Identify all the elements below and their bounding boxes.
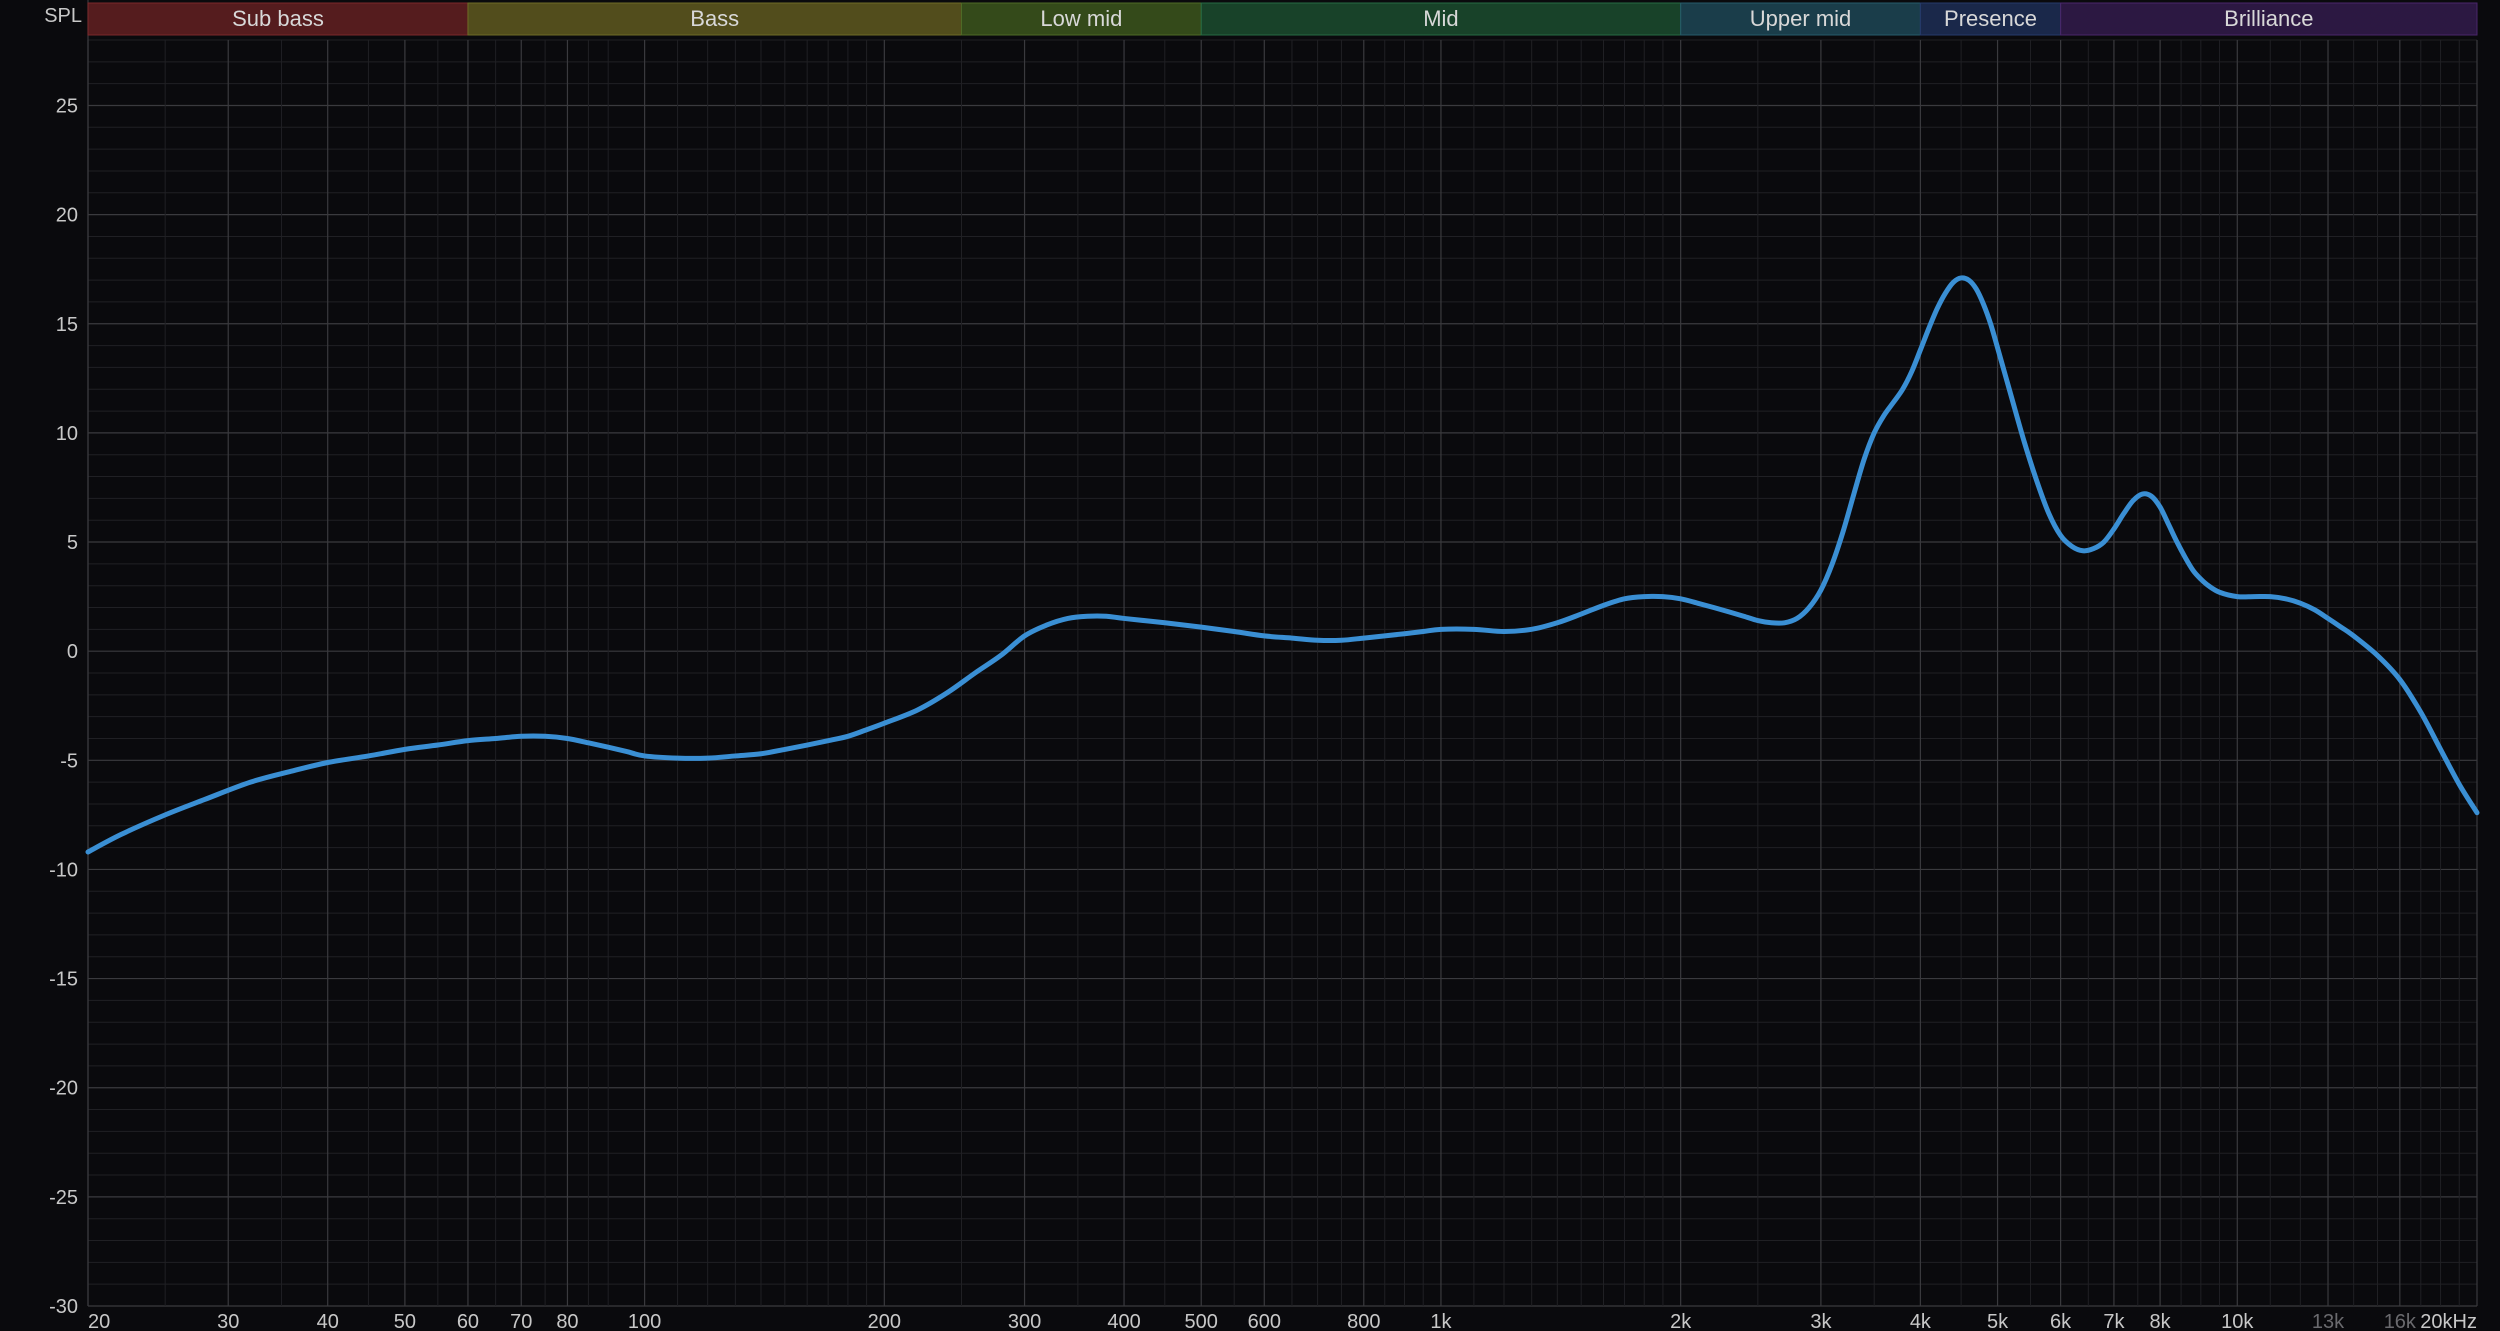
x-tick-label: 6k <box>2050 1311 2072 1331</box>
x-tick-label: 50 <box>394 1311 416 1331</box>
x-tick-label: 1k <box>1430 1311 1452 1331</box>
y-tick-label: -15 <box>49 969 78 991</box>
x-tick-label: 60 <box>457 1311 479 1331</box>
band-label: Mid <box>1423 6 1458 31</box>
band-bar: Sub bass Bass Low mid Mid Upper mid Presence B… <box>88 3 2477 35</box>
x-tick-label: 80 <box>556 1311 578 1331</box>
x-tick-label: 8k <box>2150 1311 2172 1331</box>
x-tick-label: 10k <box>2221 1311 2254 1331</box>
x-tick-label: 600 <box>1248 1311 1281 1331</box>
y-axis-title: SPL <box>44 5 82 27</box>
band-label: Low mid <box>1040 6 1122 31</box>
x-tick-label: 40 <box>317 1311 339 1331</box>
x-tick-label: 30 <box>217 1311 239 1331</box>
x-tick-label: 13k <box>2312 1311 2345 1331</box>
x-tick-label: 100 <box>628 1311 661 1331</box>
x-tick-label: 3k <box>1810 1311 1832 1331</box>
y-tick-label: 5 <box>67 532 78 554</box>
band-label: Sub bass <box>232 6 324 31</box>
y-tick-label: -20 <box>49 1078 78 1100</box>
chart-svg: Sub bass Bass Low mid Mid Upper mid Presence B… <box>0 0 2500 1331</box>
y-tick-label: 15 <box>56 314 78 336</box>
x-tick-label: 300 <box>1008 1311 1041 1331</box>
band-label: Brilliance <box>2224 6 2313 31</box>
y-tick-label: -25 <box>49 1187 78 1209</box>
y-tick-label: 25 <box>56 95 78 117</box>
y-tick-label: 20 <box>56 205 78 227</box>
x-tick-label: 800 <box>1347 1311 1380 1331</box>
y-tick-label: 10 <box>56 423 78 445</box>
x-tick-label: 20 <box>88 1311 110 1331</box>
x-tick-label: 70 <box>510 1311 532 1331</box>
y-tick-label: -30 <box>49 1296 78 1318</box>
x-tick-label: 5k <box>1987 1311 2009 1331</box>
y-tick-label: -10 <box>49 859 78 881</box>
y-tick-label: -5 <box>60 750 78 772</box>
band-label: Presence <box>1944 6 2037 31</box>
band-label: Upper mid <box>1750 6 1851 31</box>
x-tick-label: 16k <box>2384 1311 2417 1331</box>
y-tick-label: 0 <box>67 641 78 663</box>
band-label: Bass <box>690 6 739 31</box>
x-tick-label: 4k <box>1910 1311 1932 1331</box>
x-tick-label: 200 <box>868 1311 901 1331</box>
x-tick-label: 400 <box>1107 1311 1140 1331</box>
x-tick-label: 2k <box>1670 1311 1692 1331</box>
frequency-response-chart: Sub bass Bass Low mid Mid Upper mid Presence B… <box>0 0 2500 1331</box>
x-tick-label: 20kHz <box>2420 1311 2477 1331</box>
x-tick-label: 7k <box>2103 1311 2125 1331</box>
x-tick-label: 500 <box>1185 1311 1218 1331</box>
